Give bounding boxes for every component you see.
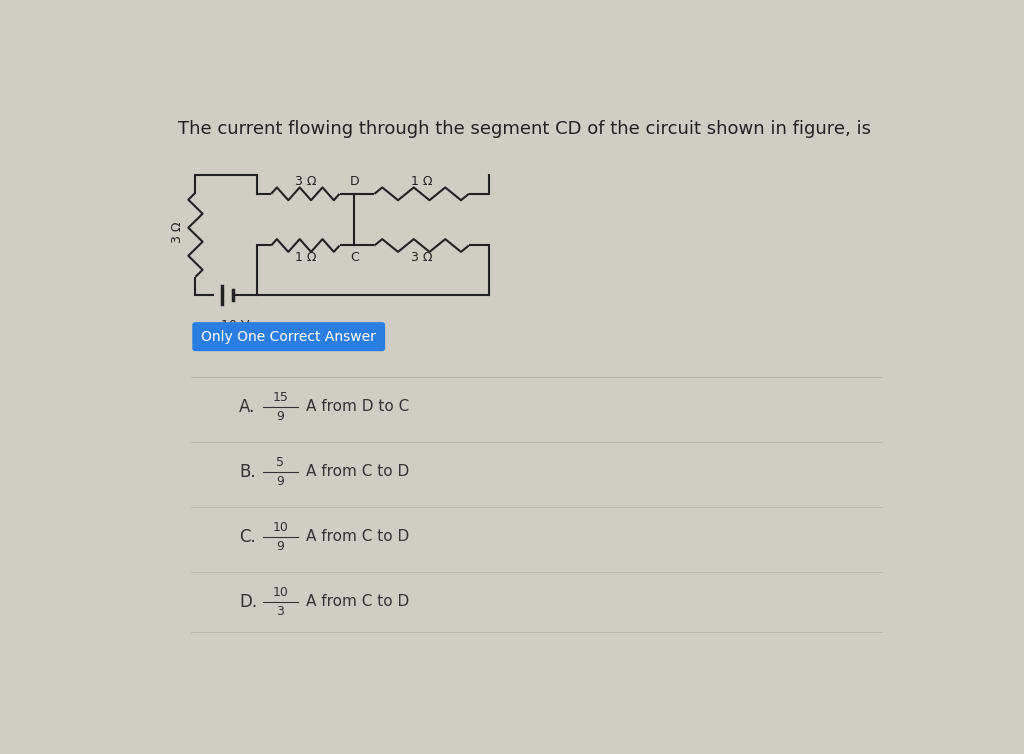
Text: 15: 15 [272,391,289,403]
Text: 10 V: 10 V [221,319,249,333]
Text: C: C [350,250,358,264]
Text: A from C to D: A from C to D [306,594,409,609]
Text: Only One Correct Answer: Only One Correct Answer [202,329,376,344]
Text: 3 Ω: 3 Ω [171,221,184,243]
Text: 3 Ω: 3 Ω [295,174,316,188]
Text: 9: 9 [276,410,285,423]
Text: 1 Ω: 1 Ω [411,174,432,188]
Text: A.: A. [240,398,255,416]
Text: C.: C. [240,528,256,546]
Text: D.: D. [240,593,257,611]
Text: D: D [349,174,359,188]
Text: 9: 9 [276,475,285,489]
FancyBboxPatch shape [193,322,385,351]
Text: 10: 10 [272,586,289,599]
Text: A from C to D: A from C to D [306,464,409,480]
Text: 3 Ω: 3 Ω [411,250,432,264]
Text: 1 Ω: 1 Ω [295,250,316,264]
Text: 3: 3 [276,605,285,618]
Text: 5: 5 [276,455,285,468]
Text: The current flowing through the segment CD of the circuit shown in figure, is: The current flowing through the segment … [178,120,871,137]
Text: B.: B. [240,463,256,481]
Text: A from C to D: A from C to D [306,529,409,544]
Text: A from D to C: A from D to C [306,400,409,415]
Text: 9: 9 [276,541,285,553]
Text: 10: 10 [272,520,289,534]
